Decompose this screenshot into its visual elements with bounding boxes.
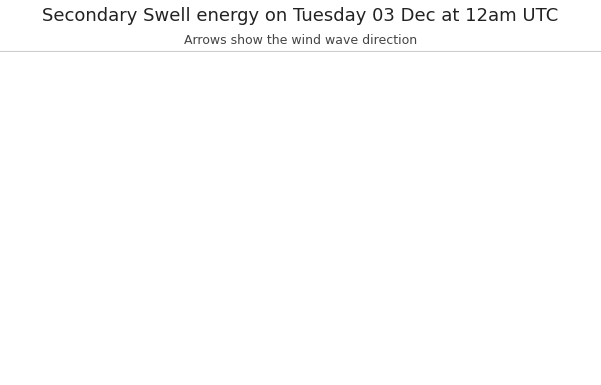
Text: cartopy required: cartopy required: [243, 211, 358, 226]
Text: Secondary Swell energy on Tuesday 03 Dec at 12am UTC: Secondary Swell energy on Tuesday 03 Dec…: [43, 7, 558, 25]
Text: Arrows show the wind wave direction: Arrows show the wind wave direction: [184, 34, 417, 47]
